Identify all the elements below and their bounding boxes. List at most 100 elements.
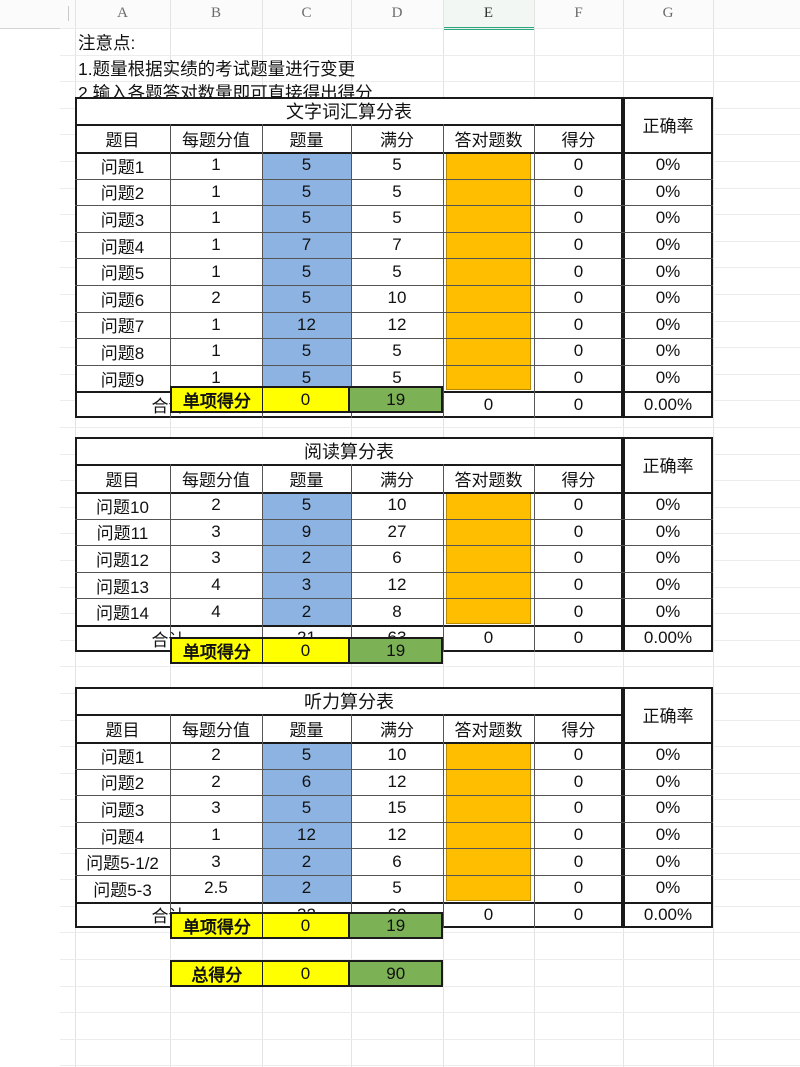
cell-accuracy-rate: 0% — [655, 341, 681, 361]
section-score-badge: 单项得分 0 19 — [170, 386, 443, 413]
cell-correct-count[interactable] — [443, 205, 534, 232]
cell-correct-count[interactable] — [443, 742, 534, 769]
cell-full-score: 12 — [387, 771, 407, 791]
cell-question-name: 问题9 — [100, 370, 145, 390]
cell-per-question-score: 1 — [211, 155, 221, 175]
cell-correct-count[interactable] — [443, 572, 534, 599]
row-rule — [623, 875, 713, 876]
column-header-b[interactable]: B — [210, 5, 221, 21]
accuracy-frame — [623, 97, 713, 418]
cell-correct-count[interactable] — [443, 822, 534, 849]
total-accuracy-rate: 0.00% — [643, 628, 693, 648]
row-rule — [623, 598, 713, 599]
cell-obtained-score: 0 — [573, 314, 584, 334]
row-rule — [623, 769, 713, 770]
row-rule — [623, 822, 713, 823]
badge-label: 单项得分 — [172, 639, 263, 662]
cell-correct-count[interactable] — [443, 365, 534, 392]
row-rule — [75, 365, 623, 366]
cell-correct-count[interactable] — [443, 848, 534, 875]
cell-question-name: 问题1 — [100, 157, 145, 177]
cell-accuracy-rate: 0% — [655, 548, 681, 568]
cell-question-quantity: 5 — [301, 208, 312, 228]
cell-obtained-score: 0 — [573, 208, 584, 228]
cell-correct-count[interactable] — [443, 545, 534, 572]
cell-question-quantity: 5 — [301, 261, 312, 281]
table-rule — [75, 742, 713, 744]
answer-input-column[interactable] — [446, 493, 531, 624]
cell-correct-count[interactable] — [443, 769, 534, 796]
column-header-e[interactable]: E — [443, 0, 534, 30]
cell-question-name: 问题7 — [100, 317, 145, 337]
column-header-d[interactable]: D — [391, 5, 403, 21]
cell-correct-count[interactable] — [443, 875, 534, 902]
cell-per-question-score: 1 — [211, 341, 221, 361]
accuracy-frame — [623, 437, 713, 652]
cell-correct-count[interactable] — [443, 795, 534, 822]
cell-obtained-score: 0 — [573, 235, 584, 255]
cell-divider — [351, 124, 352, 418]
cell-question-quantity: 12 — [297, 314, 316, 334]
cell-accuracy-rate: 0% — [655, 261, 681, 281]
cell-obtained-score: 0 — [573, 368, 584, 388]
total-accuracy-rate: 0.00% — [643, 394, 693, 414]
cell-correct-count[interactable] — [443, 258, 534, 285]
cell-question-name: 问题5-3 — [93, 880, 152, 900]
column-header-g[interactable]: G — [662, 5, 674, 21]
row-rule — [623, 519, 713, 520]
cell-divider — [443, 714, 444, 929]
cell-correct-count[interactable] — [443, 312, 534, 339]
column-header-full-score: 满分 — [380, 130, 414, 150]
cell-full-score: 8 — [392, 601, 402, 621]
column-header-full-score: 满分 — [380, 720, 414, 740]
column-header-correct-count: 答对题数 — [454, 130, 523, 150]
row-rule — [623, 338, 713, 339]
cell-correct-count[interactable] — [443, 285, 534, 312]
cell-full-score: 6 — [392, 548, 402, 568]
cell-full-score: 6 — [392, 851, 402, 871]
row-rule — [623, 232, 713, 233]
row-rule — [623, 312, 713, 313]
cell-per-question-score: 1 — [211, 368, 221, 388]
cell-question-quantity: 12 — [297, 825, 316, 845]
cell-question-quantity: 5 — [301, 798, 312, 818]
grid-hline — [60, 1065, 800, 1066]
note-line-1: 注意点: — [78, 33, 136, 53]
cell-accuracy-rate: 0% — [655, 368, 681, 388]
row-rule — [623, 285, 713, 286]
cell-accuracy-rate: 0% — [655, 771, 681, 791]
cell-question-name: 问题5-1/2 — [86, 854, 159, 874]
column-header-a[interactable]: A — [117, 5, 128, 21]
total-correct-count: 0 — [483, 904, 494, 924]
table-rule — [75, 625, 713, 627]
cell-correct-count[interactable] — [443, 152, 534, 179]
cell-correct-count[interactable] — [443, 179, 534, 206]
cell-obtained-score: 0 — [573, 825, 584, 845]
cell-divider — [262, 464, 263, 652]
cell-question-name: 问题2 — [100, 774, 145, 794]
cell-question-quantity: 5 — [301, 341, 312, 361]
cell-correct-count[interactable] — [443, 492, 534, 519]
answer-input-column[interactable] — [446, 153, 531, 391]
cell-obtained-score: 0 — [573, 521, 584, 541]
cell-divider — [534, 464, 535, 652]
cell-question-quantity: 5 — [301, 181, 312, 201]
cell-full-score: 10 — [387, 745, 407, 765]
quantity-column-fill — [262, 492, 351, 625]
cell-divider — [170, 124, 171, 418]
badge-label: 单项得分 — [172, 388, 263, 411]
table-title: 听力算分表 — [304, 691, 394, 712]
badge-value: 0 — [262, 639, 351, 662]
column-header-f[interactable]: F — [574, 5, 583, 21]
cell-correct-count[interactable] — [443, 338, 534, 365]
total-correct-count: 0 — [483, 628, 494, 648]
grid-hline — [60, 81, 800, 82]
cell-full-score: 5 — [392, 341, 402, 361]
grand-total-value: 0 — [262, 962, 351, 985]
cell-correct-count[interactable] — [443, 519, 534, 546]
column-header-score: 得分 — [561, 720, 596, 740]
cell-correct-count[interactable] — [443, 232, 534, 259]
column-header-c[interactable]: C — [301, 5, 312, 21]
cell-correct-count[interactable] — [443, 598, 534, 625]
